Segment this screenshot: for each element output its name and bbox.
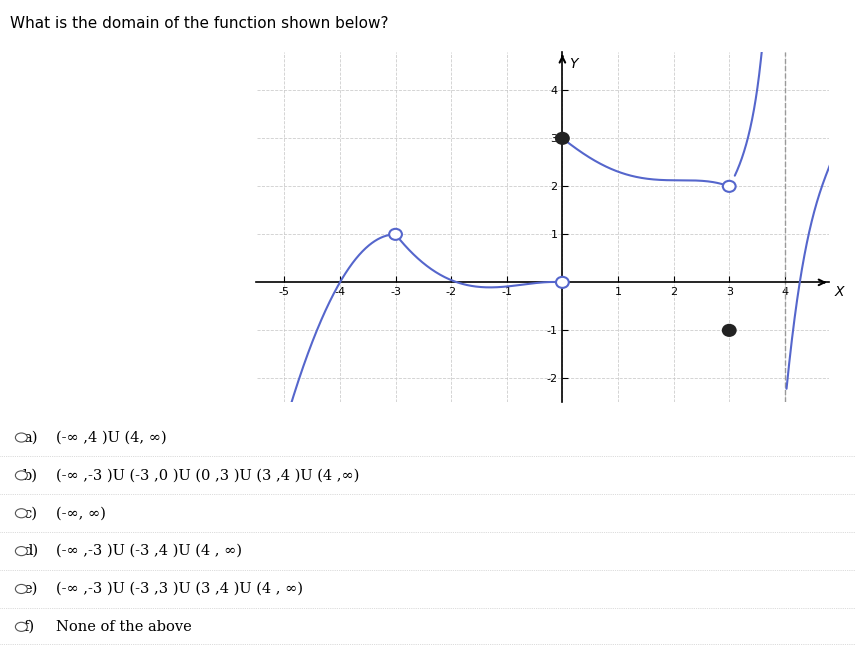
Text: X: X — [835, 285, 845, 299]
Text: a): a) — [23, 430, 38, 445]
Text: (-∞ ,-3 )U (-3 ,4 )U (4 , ∞): (-∞ ,-3 )U (-3 ,4 )U (4 , ∞) — [56, 544, 242, 558]
Text: (-∞, ∞): (-∞, ∞) — [56, 506, 105, 520]
Text: e): e) — [23, 582, 38, 596]
Circle shape — [722, 325, 735, 336]
Text: (-∞ ,-3 )U (-3 ,0 )U (0 ,3 )U (3 ,4 )U (4 ,∞): (-∞ ,-3 )U (-3 ,0 )U (0 ,3 )U (3 ,4 )U (… — [56, 469, 359, 482]
Text: Y: Y — [569, 56, 578, 71]
Text: c): c) — [23, 506, 37, 520]
Circle shape — [556, 277, 569, 288]
Text: (-∞ ,-3 )U (-3 ,3 )U (3 ,4 )U (4 , ∞): (-∞ ,-3 )U (-3 ,3 )U (3 ,4 )U (4 , ∞) — [56, 582, 303, 596]
Circle shape — [556, 133, 569, 144]
Text: (-∞ ,4 )U (4, ∞): (-∞ ,4 )U (4, ∞) — [56, 430, 166, 445]
Circle shape — [722, 181, 735, 192]
Text: f): f) — [23, 620, 34, 634]
Text: b): b) — [23, 469, 38, 482]
Text: None of the above: None of the above — [56, 620, 192, 634]
Text: d): d) — [23, 544, 38, 558]
Text: What is the domain of the function shown below?: What is the domain of the function shown… — [10, 16, 389, 31]
Circle shape — [389, 229, 402, 240]
